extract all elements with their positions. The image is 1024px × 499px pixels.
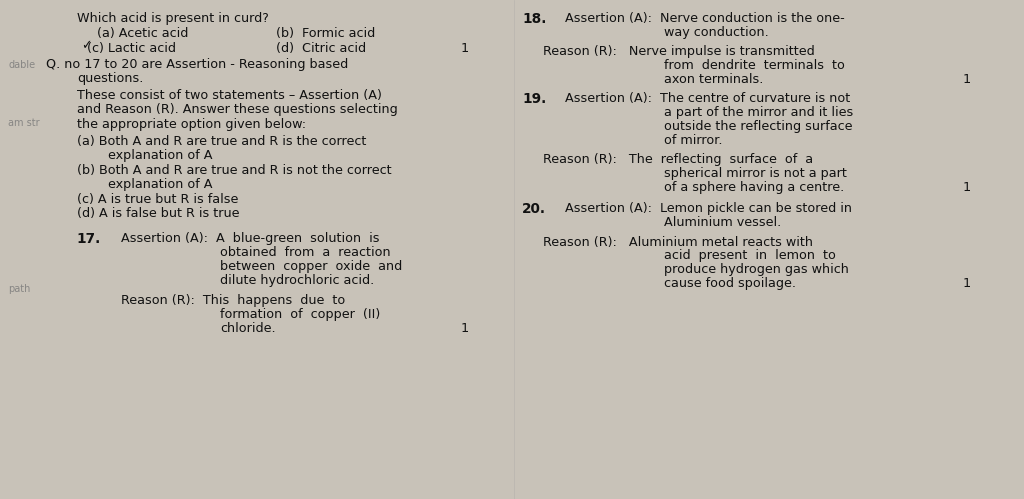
Text: Reason (R):  This  happens  due  to: Reason (R): This happens due to [121,294,345,307]
Text: Which acid is present in curd?: Which acid is present in curd? [77,12,268,25]
Text: ✓: ✓ [81,39,91,52]
Text: 19.: 19. [522,92,547,106]
Text: a part of the mirror and it lies: a part of the mirror and it lies [664,106,853,119]
Text: 1: 1 [963,73,971,86]
Text: axon terminals.: axon terminals. [664,73,763,86]
Text: 20.: 20. [522,202,546,216]
Text: outside the reflecting surface: outside the reflecting surface [664,120,852,133]
Text: produce hydrogen gas which: produce hydrogen gas which [664,263,849,276]
Text: (d) A is false but R is true: (d) A is false but R is true [77,207,240,220]
Text: the appropriate option given below:: the appropriate option given below: [77,118,306,131]
Text: 17.: 17. [77,232,101,246]
Text: 1: 1 [963,181,971,194]
Text: 18.: 18. [522,12,547,26]
Text: Assertion (A):  Lemon pickle can be stored in: Assertion (A): Lemon pickle can be store… [565,202,852,215]
Text: (a) Acetic acid: (a) Acetic acid [97,27,188,40]
Text: Reason (R):   Aluminium metal reacts with: Reason (R): Aluminium metal reacts with [543,236,813,249]
Text: cause food spoilage.: cause food spoilage. [664,277,796,290]
Text: Q. no 17 to 20 are Assertion - Reasoning based: Q. no 17 to 20 are Assertion - Reasoning… [46,58,348,71]
Text: way conduction.: way conduction. [664,26,768,39]
Text: obtained  from  a  reaction: obtained from a reaction [220,246,391,259]
Text: path: path [8,284,31,294]
Text: 1: 1 [461,322,469,335]
Text: spherical mirror is not a part: spherical mirror is not a part [664,167,847,180]
Text: formation  of  copper  (II): formation of copper (II) [220,308,380,321]
Text: 1: 1 [963,277,971,290]
Text: (b)  Formic acid: (b) Formic acid [276,27,376,40]
Text: Assertion (A):  The centre of curvature is not: Assertion (A): The centre of curvature i… [565,92,851,105]
Text: (d)  Citric acid: (d) Citric acid [276,42,367,55]
Text: dable: dable [8,60,35,70]
Text: from  dendrite  terminals  to: from dendrite terminals to [664,59,845,72]
Text: 1: 1 [461,42,469,55]
Text: chloride.: chloride. [220,322,275,335]
Text: of mirror.: of mirror. [664,134,722,147]
Text: explanation of A: explanation of A [108,178,212,191]
Text: explanation of A: explanation of A [108,149,212,162]
Text: of a sphere having a centre.: of a sphere having a centre. [664,181,844,194]
Text: dilute hydrochloric acid.: dilute hydrochloric acid. [220,274,375,287]
Text: Reason (R):   Nerve impulse is transmitted: Reason (R): Nerve impulse is transmitted [543,45,814,58]
Text: Assertion (A):  A  blue-green  solution  is: Assertion (A): A blue-green solution is [121,232,379,245]
Text: (a) Both A and R are true and R is the correct: (a) Both A and R are true and R is the c… [77,135,367,148]
Text: Reason (R):   The  reflecting  surface  of  a: Reason (R): The reflecting surface of a [543,153,813,166]
Text: These consist of two statements – Assertion (A): These consist of two statements – Assert… [77,89,382,102]
Text: am str: am str [8,118,40,128]
Text: and Reason (R). Answer these questions selecting: and Reason (R). Answer these questions s… [77,103,397,116]
Text: Aluminium vessel.: Aluminium vessel. [664,216,781,229]
Text: between  copper  oxide  and: between copper oxide and [220,260,402,273]
Text: Assertion (A):  Nerve conduction is the one-: Assertion (A): Nerve conduction is the o… [565,12,845,25]
Text: acid  present  in  lemon  to: acid present in lemon to [664,250,836,262]
Text: (b) Both A and R are true and R is not the correct: (b) Both A and R are true and R is not t… [77,164,391,177]
Text: (c) Lactic acid: (c) Lactic acid [87,42,176,55]
Text: (c) A is true but R is false: (c) A is true but R is false [77,193,239,206]
Text: questions.: questions. [77,72,143,85]
